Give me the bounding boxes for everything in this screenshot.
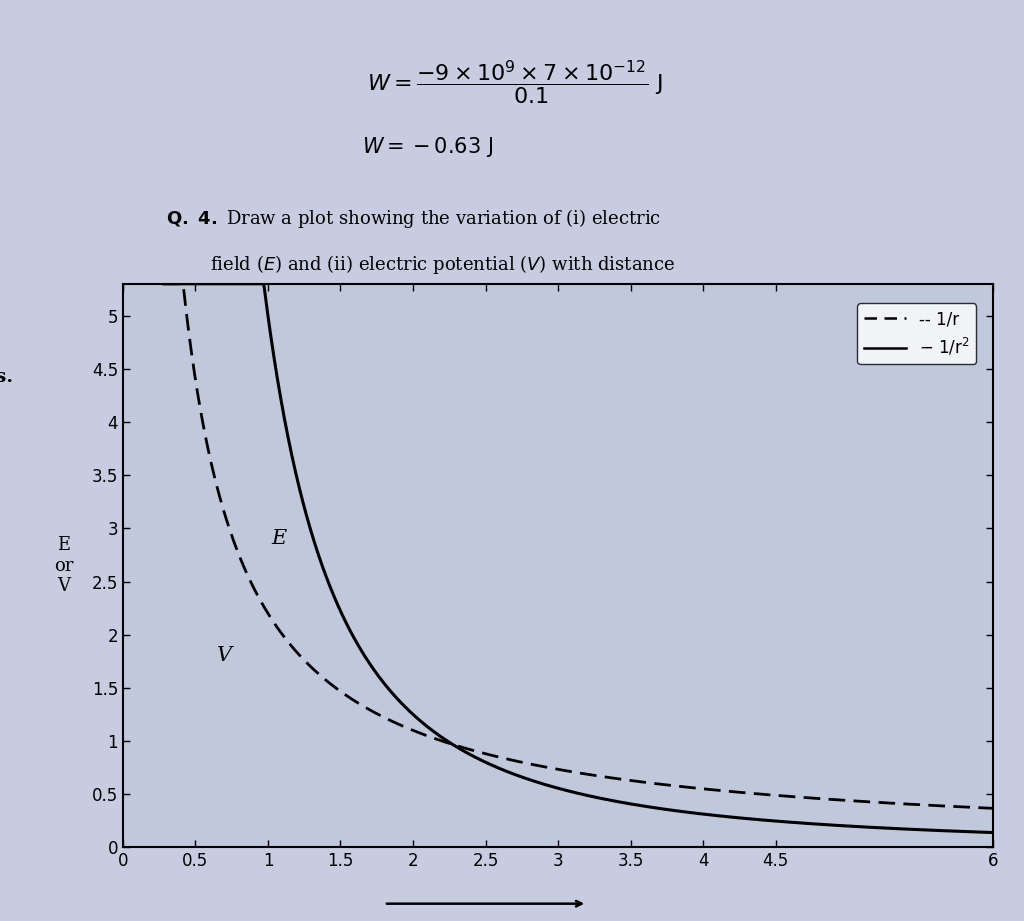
Text: V: V bbox=[217, 647, 232, 665]
Text: $W = \dfrac{-9 \times 10^9 \times 7 \times 10^{-12}}{0.1}\ \mathrm{J}$: $W = \dfrac{-9 \times 10^9 \times 7 \tim… bbox=[367, 58, 663, 107]
Text: E: E bbox=[270, 530, 286, 548]
Text: field ($E$) and (ii) electric potential ($V$) with distance: field ($E$) and (ii) electric potential … bbox=[210, 253, 675, 276]
Text: Ans.: Ans. bbox=[0, 368, 13, 386]
Legend: -- 1/r, $-$ 1/r$^2$: -- 1/r, $-$ 1/r$^2$ bbox=[857, 303, 976, 364]
Text: $\mathbf{Q.\ 4.}$ Draw a plot showing the variation of (i) electric: $\mathbf{Q.\ 4.}$ Draw a plot showing th… bbox=[166, 207, 662, 230]
Y-axis label: E
or
V: E or V bbox=[54, 536, 74, 595]
Text: $W = -0.63\ \mathrm{J}$: $W = -0.63\ \mathrm{J}$ bbox=[361, 135, 494, 159]
